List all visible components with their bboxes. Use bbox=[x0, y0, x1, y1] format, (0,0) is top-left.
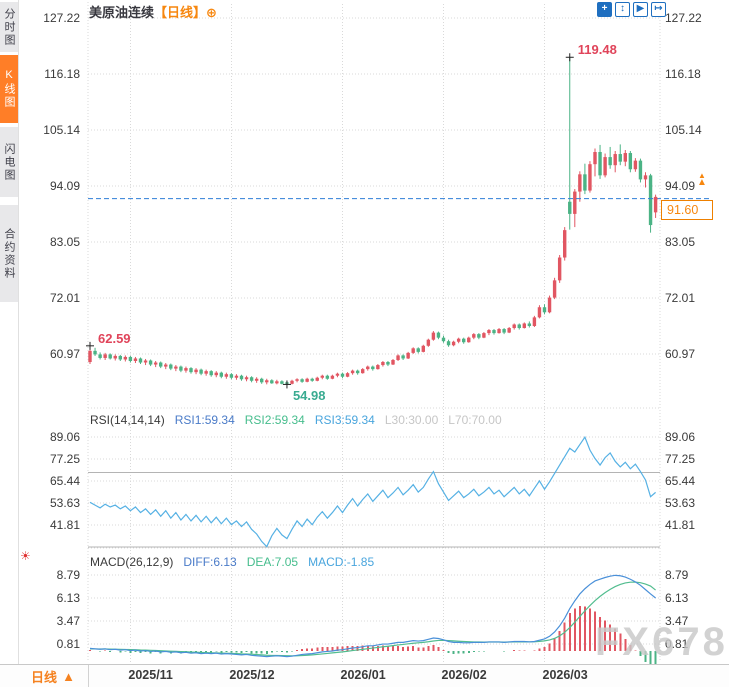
price-tick-left: 105.14 bbox=[43, 123, 80, 137]
watermark: FX678 bbox=[595, 620, 728, 664]
period-tab-label: 日线 bbox=[31, 669, 58, 685]
macd-tick-left: 3.47 bbox=[56, 614, 80, 628]
crosshair-move-icon[interactable]: + bbox=[597, 2, 612, 17]
last-price-box: 91.60 bbox=[661, 200, 714, 220]
rsi2-value: RSI2:59.34 bbox=[244, 413, 305, 427]
period-tab-arrow-icon: ▲ bbox=[62, 668, 75, 684]
price-tick-left: 60.97 bbox=[49, 347, 80, 362]
sidebar-tab-2[interactable]: K线图 bbox=[0, 55, 18, 123]
period-tab[interactable]: 日线 ▲ bbox=[18, 665, 89, 687]
period-tag[interactable]: 【日线】 bbox=[154, 5, 207, 20]
price-tick-right: 105.14 bbox=[665, 123, 702, 137]
macd-tick-right: 0.81 bbox=[665, 637, 689, 651]
zoom-vertical-icon[interactable]: ↕ bbox=[615, 2, 630, 17]
macd-tick-right: 6.13 bbox=[665, 591, 689, 605]
rsi-l30: L30:30.00 bbox=[384, 413, 439, 427]
sidebar-tab-3[interactable]: 闪电图 bbox=[0, 127, 18, 197]
rsi-indicator-header: RSI(14,14,14) RSI1:59.34 RSI2:59.34 RSI3:59… bbox=[90, 413, 512, 427]
pan-right-icon[interactable]: ↦ bbox=[651, 2, 666, 17]
rsi-tick-right: 53.63 bbox=[665, 496, 696, 510]
rsi-tick-left: 53.63 bbox=[49, 496, 80, 510]
last-price-value: 91.60 bbox=[667, 203, 699, 217]
price-tick-right: 127.22 bbox=[665, 11, 702, 25]
sidebar-tab-1[interactable]: 分时图 bbox=[0, 2, 18, 52]
x-axis-label: 2025/11 bbox=[128, 668, 173, 682]
rsi1-value: RSI1:59.34 bbox=[174, 413, 235, 427]
price-tick-left: 94.09 bbox=[49, 179, 80, 194]
rsi-tick-right: 41.81 bbox=[665, 518, 696, 533]
rsi3-value: RSI3:59.34 bbox=[314, 413, 375, 427]
annotation-high: 119.48 bbox=[577, 42, 617, 58]
annotation-low: 54.98 bbox=[292, 388, 326, 404]
rsi-tick-left: 41.81 bbox=[49, 518, 80, 533]
x-axis-label: 2026/03 bbox=[542, 668, 588, 682]
macd-tick-right: 8.79 bbox=[665, 568, 689, 582]
price-up-arrow-icon: ▲ ▲ bbox=[697, 171, 707, 188]
macd-tick-right: 3.47 bbox=[665, 614, 689, 628]
price-tick-right: 94.09 bbox=[665, 179, 696, 194]
bottom-bar: 日线 ▲ bbox=[0, 664, 729, 687]
rsi-tick-right: 77.25 bbox=[665, 452, 696, 466]
zoom-play-icon[interactable]: ▶ bbox=[633, 2, 648, 17]
macd-tick-left: 0.81 bbox=[56, 637, 80, 651]
price-tick-left: 72.01 bbox=[49, 291, 80, 306]
rsi-name: RSI(14,14,14) bbox=[90, 413, 165, 427]
rsi-tick-right: 65.44 bbox=[665, 474, 696, 488]
rsi-tick-right: 89.06 bbox=[665, 430, 696, 444]
price-tick-left: 83.05 bbox=[49, 235, 80, 250]
price-tick-left: 127.22 bbox=[43, 11, 80, 25]
x-axis-label: 2026/02 bbox=[441, 668, 487, 682]
chart-title: 美原油连续【日线】⊕ bbox=[89, 2, 217, 21]
macd-name: MACD(26,12,9) bbox=[90, 555, 174, 569]
sidebar-tab-4[interactable]: 合约资料 bbox=[0, 205, 18, 302]
annotation-first-high: 62.59 bbox=[98, 330, 131, 346]
chart-type-sidebar: 分时图 K线图闪电图合约资料 bbox=[0, 0, 19, 664]
price-tick-left: 116.18 bbox=[44, 67, 80, 81]
rsi-tick-left: 77.25 bbox=[49, 452, 80, 466]
symbol-name: 美原油连续 bbox=[89, 5, 155, 20]
price-tick-right: 83.05 bbox=[665, 235, 696, 250]
x-axis-label: 2026/01 bbox=[340, 668, 386, 682]
rsi-tick-left: 65.44 bbox=[49, 474, 80, 488]
macd-diff-value: DIFF:6.13 bbox=[183, 555, 237, 569]
expand-icon[interactable]: ⊕ bbox=[206, 5, 217, 20]
rsi-tick-left: 89.06 bbox=[49, 430, 80, 444]
macd-tick-left: 6.13 bbox=[56, 591, 80, 605]
macd-tick-left: 8.79 bbox=[56, 568, 80, 582]
sun-alert-icon[interactable]: ☀ bbox=[20, 549, 31, 563]
chart-toolbar: + ↕ ▶ ↦ bbox=[597, 2, 666, 17]
price-tick-right: 60.97 bbox=[665, 347, 696, 362]
macd-dea-value: DEA:7.05 bbox=[246, 555, 299, 569]
price-tick-right: 72.01 bbox=[665, 291, 696, 306]
x-axis-label: 2025/12 bbox=[229, 668, 275, 682]
price-tick-right: 116.18 bbox=[665, 67, 701, 81]
rsi-l70: L70:70.00 bbox=[448, 413, 502, 427]
macd-value: MACD:-1.85 bbox=[308, 555, 375, 569]
macd-indicator-header: MACD(26,12,9) DIFF:6.13 DEA:7.05 MACD:-1.85 bbox=[90, 555, 384, 569]
